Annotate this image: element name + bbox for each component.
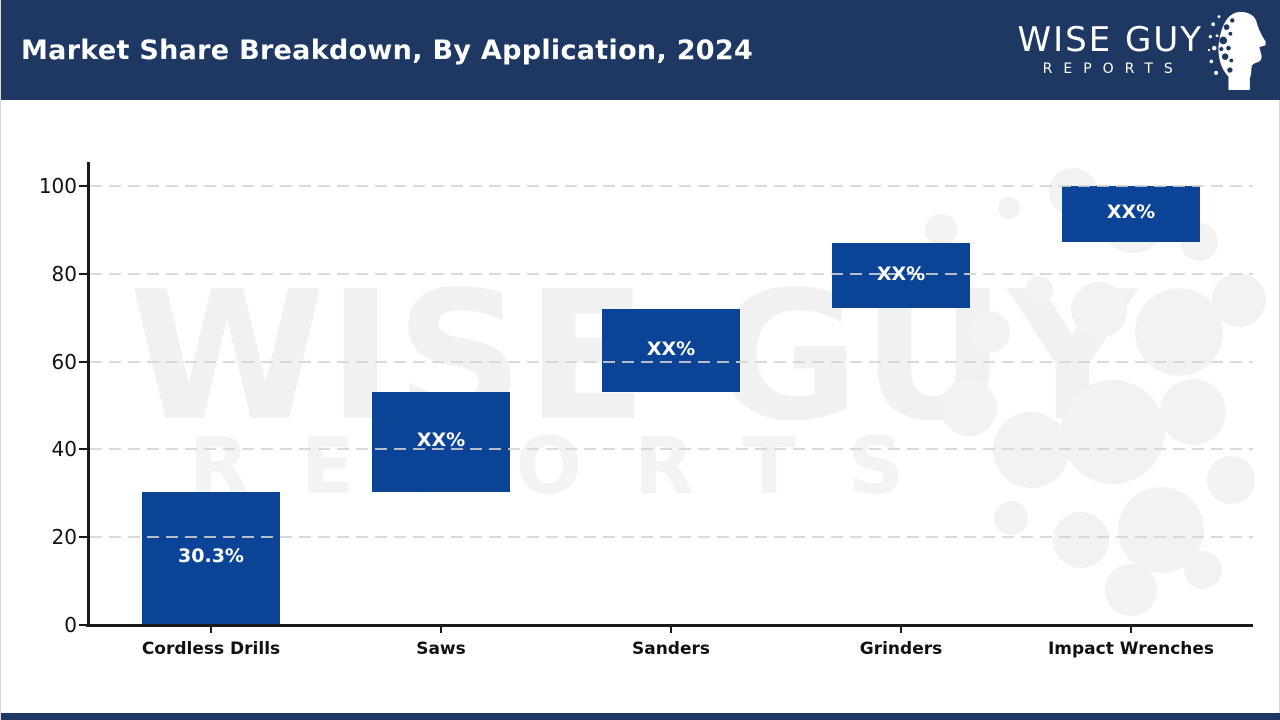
- x-axis-line: [86, 624, 1253, 627]
- x-axis-tick: [1130, 627, 1132, 633]
- x-tick-label-sanders: Sanders: [631, 639, 711, 659]
- brand-subname: REPORTS: [1042, 61, 1184, 77]
- gridline: [90, 185, 1253, 187]
- y-tick-label: 100: [38, 174, 77, 198]
- y-tick-label: 80: [51, 261, 77, 286]
- x-axis-tick: [900, 627, 902, 633]
- y-axis-line: [87, 162, 90, 627]
- bar-value-label: XX%: [416, 429, 466, 452]
- y-axis-tick: [79, 536, 88, 539]
- x-axis-tick: [210, 627, 212, 633]
- bar-cordless-drills: [142, 491, 280, 625]
- bar-saws: [372, 392, 510, 492]
- bar-grinders: [832, 243, 970, 309]
- page-title: Market Share Breakdown, By Application, …: [21, 34, 754, 66]
- y-tick-label: 60: [51, 349, 77, 374]
- gridline: [90, 272, 1253, 275]
- x-axis-tick: [670, 627, 672, 633]
- y-axis-tick: [79, 272, 88, 275]
- watermark-reports-text: REPORTS: [189, 422, 956, 512]
- footer-bar: [1, 713, 1280, 720]
- x-tick-label-cordless-drills: Cordless Drills: [141, 639, 281, 659]
- bar-value-label: XX%: [646, 337, 696, 360]
- brand-logo-text: WISE GUY REPORTS: [1017, 22, 1203, 78]
- bar-sanders: [602, 309, 740, 393]
- head-profile-icon: [1207, 11, 1266, 90]
- bar-value-label: 30.3%: [178, 545, 244, 568]
- bar-value-label: XX%: [876, 262, 926, 285]
- brand-name: WISE GUY: [1017, 20, 1203, 60]
- bar-value-label: XX%: [1106, 200, 1156, 223]
- watermark-face-dots: [925, 168, 1266, 616]
- gridline: [90, 448, 1253, 451]
- y-tick-label: 20: [51, 525, 77, 550]
- y-tick-label: 0: [64, 613, 77, 637]
- gridline: [90, 360, 1253, 363]
- x-tick-label-impact-wrenches: Impact Wrenches: [1047, 639, 1215, 659]
- x-tick-label-grinders: Grinders: [859, 639, 943, 659]
- x-tick-label-saws: Saws: [416, 639, 466, 659]
- bar-impact-wrenches: [1062, 186, 1200, 242]
- y-axis-tick: [79, 448, 88, 451]
- y-axis-tick: [79, 185, 88, 187]
- y-axis-tick: [79, 624, 88, 626]
- header-bar: Market Share Breakdown, By Application, …: [1, 0, 1280, 100]
- y-axis-tick: [79, 360, 88, 363]
- y-tick-label: 40: [51, 437, 77, 462]
- brand-logo: WISE GUY REPORTS: [1017, 8, 1269, 92]
- x-axis-tick: [440, 627, 442, 633]
- gridline: [90, 536, 1253, 539]
